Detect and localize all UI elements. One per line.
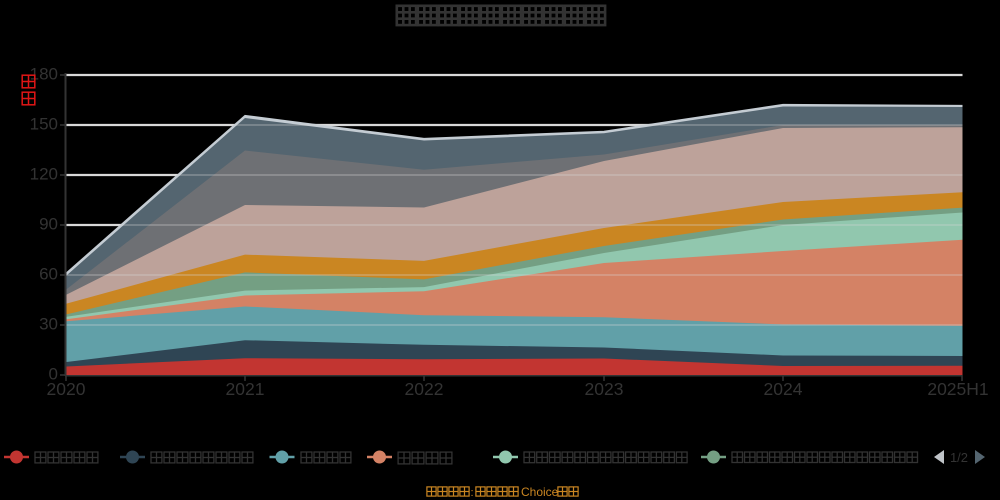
svg-text:30: 30 bbox=[39, 315, 58, 334]
svg-text:2024: 2024 bbox=[764, 379, 803, 399]
svg-text:60: 60 bbox=[39, 265, 58, 284]
svg-text:120: 120 bbox=[30, 165, 58, 184]
svg-text:Choice: Choice bbox=[521, 485, 559, 499]
svg-text:150: 150 bbox=[30, 115, 58, 134]
svg-text:2023: 2023 bbox=[585, 379, 624, 399]
svg-text:2020: 2020 bbox=[47, 379, 86, 399]
svg-text::: : bbox=[471, 487, 474, 499]
svg-text:2022: 2022 bbox=[405, 379, 444, 399]
svg-text:1/2: 1/2 bbox=[950, 450, 968, 465]
svg-text:90: 90 bbox=[39, 215, 58, 234]
svg-text:2025H1: 2025H1 bbox=[927, 379, 988, 399]
svg-text:2021: 2021 bbox=[226, 379, 265, 399]
svg-text:180: 180 bbox=[30, 65, 58, 84]
svg-text:0: 0 bbox=[49, 365, 58, 384]
